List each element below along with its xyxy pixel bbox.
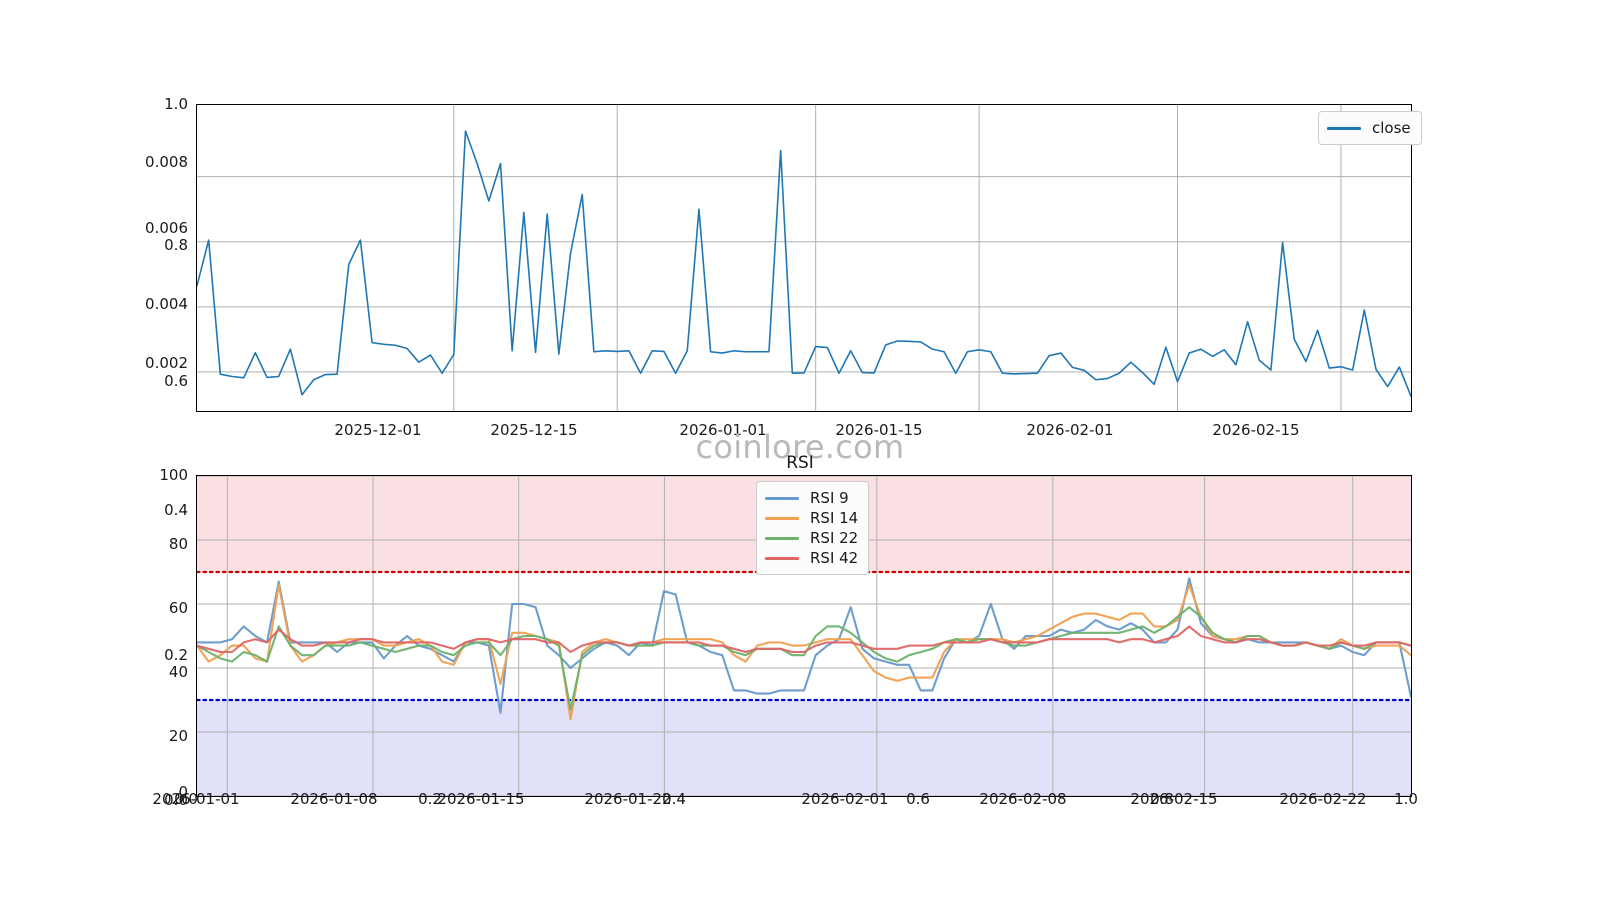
legend-swatch-rsi9 (765, 496, 799, 500)
legend-item-rsi14[interactable]: RSI 14 (765, 508, 858, 528)
rsi-ytick-80: 80 (168, 535, 188, 553)
rsi-ytick-sec-02: 0.2 (164, 646, 188, 664)
rsi-xtick-sec-5: 1.0 (1394, 790, 1418, 808)
price-chart-panel (196, 104, 1412, 412)
price-ytick-5: 0.002 (145, 354, 188, 372)
rsi-xtick-2: 2026-01-15 (437, 790, 525, 808)
price-xtick-3: 2026-01-15 (835, 421, 923, 439)
rsi-ytick-sec-04: 0.4 (164, 501, 188, 519)
legend-swatch-rsi22 (765, 536, 799, 540)
rsi-xtick-7: 2026-02-22 (1279, 790, 1367, 808)
rsi-xtick-sec-1: 0.2 (418, 790, 442, 808)
legend-item-rsi9[interactable]: RSI 9 (765, 488, 858, 508)
rsi-ytick-sec-00: 0.0 (164, 791, 188, 809)
legend-item-close[interactable]: close (1327, 118, 1411, 138)
rsi-ytick-40: 40 (168, 663, 188, 681)
rsi-xtick-sec-0: 0.0 (174, 790, 198, 808)
watermark: coinlore.com (695, 428, 905, 466)
rsi-xtick-4: 2026-02-01 (801, 790, 889, 808)
price-ytick-6: 0.6 (164, 372, 188, 390)
rsi-ytick-100: 100 (159, 466, 188, 484)
price-xtick-0: 2025-12-01 (334, 421, 422, 439)
price-plot-svg (197, 105, 1411, 411)
price-xtick-1: 2025-12-15 (490, 421, 578, 439)
rsi-ytick-0: 0 (178, 783, 188, 801)
legend-swatch-close (1327, 126, 1361, 130)
price-xtick-4: 2026-02-01 (1026, 421, 1114, 439)
rsi-legend: RSI 9 RSI 14 RSI 22 RSI 42 (756, 481, 870, 575)
price-xtick-5: 2026-02-15 (1212, 421, 1300, 439)
rsi-xtick-sec-2: 0.4 (662, 790, 686, 808)
rsi-xtick-sec-4: 0.8 (1150, 790, 1174, 808)
legend-swatch-rsi42 (765, 556, 799, 560)
rsi-ytick-20: 20 (168, 727, 188, 745)
legend-item-rsi42[interactable]: RSI 42 (765, 548, 858, 568)
price-legend: close (1318, 111, 1422, 145)
price-ytick-3: 0.8 (164, 236, 188, 254)
rsi-xtick-1: 2026-01-08 (290, 790, 378, 808)
price-ytick-4: 0.004 (145, 295, 188, 313)
legend-label-rsi22: RSI 22 (810, 528, 859, 547)
legend-label-rsi14: RSI 14 (810, 508, 859, 527)
legend-label-rsi9: RSI 9 (810, 488, 849, 507)
rsi-xtick-sec-3: 0.6 (906, 790, 930, 808)
legend-label-close: close (1372, 118, 1411, 137)
legend-label-rsi42: RSI 42 (810, 548, 859, 567)
price-ytick-1: 0.008 (145, 153, 188, 171)
rsi-chart-title: RSI (786, 453, 814, 473)
rsi-xtick-3: 2026-01-22 (584, 790, 672, 808)
rsi-xtick-0: 2026-01-01 (152, 790, 240, 808)
rsi-xtick-6: 2026-02-15 (1130, 790, 1218, 808)
price-ytick-0: 1.0 (164, 95, 188, 113)
rsi-xtick-5: 2026-02-08 (979, 790, 1067, 808)
rsi-ytick-60: 60 (168, 599, 188, 617)
legend-item-rsi22[interactable]: RSI 22 (765, 528, 858, 548)
legend-swatch-rsi14 (765, 516, 799, 520)
price-ytick-2: 0.006 (145, 219, 188, 237)
price-xtick-2: 2026-01-01 (679, 421, 767, 439)
